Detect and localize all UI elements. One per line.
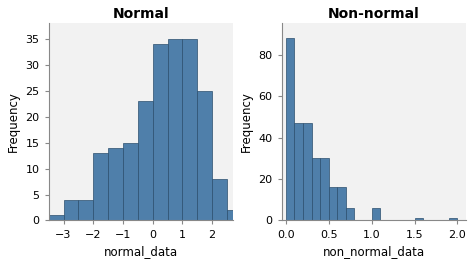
Bar [108,148,123,220]
Bar [64,200,78,220]
Bar [286,38,294,220]
Title: Non-normal: Non-normal [328,7,419,21]
Bar [320,158,329,220]
Bar [227,210,242,220]
Bar [168,39,182,220]
Bar [93,153,108,220]
Bar [49,215,64,220]
Bar [337,187,346,220]
Bar [197,91,212,220]
Bar [123,143,138,220]
Y-axis label: Frequency: Frequency [240,91,253,152]
X-axis label: non_normal_data: non_normal_data [323,245,425,258]
Bar [294,123,303,220]
Bar [329,187,337,220]
Bar [449,218,457,220]
Bar [303,123,311,220]
Y-axis label: Frequency: Frequency [7,91,20,152]
Bar [346,208,355,220]
Bar [153,44,168,220]
Title: Normal: Normal [112,7,169,21]
Bar [78,200,93,220]
Bar [212,179,227,220]
Bar [138,101,153,220]
Bar [372,208,380,220]
X-axis label: normal_data: normal_data [104,245,178,258]
Bar [311,158,320,220]
Bar [414,218,423,220]
Bar [182,39,197,220]
